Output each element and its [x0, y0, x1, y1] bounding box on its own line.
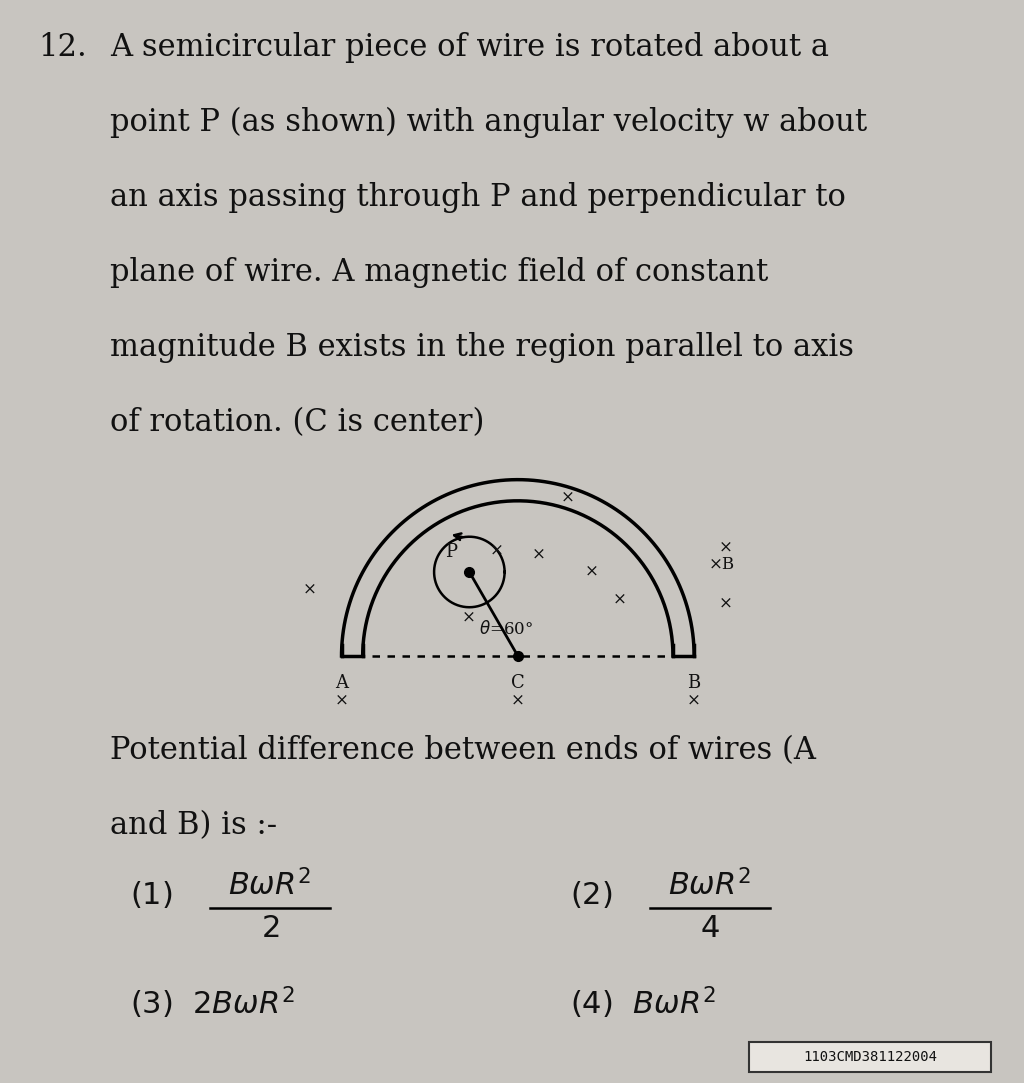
Text: ×: × [719, 595, 733, 612]
Text: $(3)$  $2B\omega R^2$: $(3)$ $2B\omega R^2$ [130, 986, 295, 1021]
Text: $\theta$=60°: $\theta$=60° [479, 621, 534, 638]
Text: ×: × [532, 545, 546, 562]
Text: $4$: $4$ [700, 913, 720, 944]
Text: ×: × [511, 692, 524, 708]
Text: $B\omega R^2$: $B\omega R^2$ [228, 870, 311, 902]
Text: Potential difference between ends of wires (A: Potential difference between ends of wir… [110, 735, 816, 766]
Text: $B\omega R^2$: $B\omega R^2$ [669, 870, 752, 902]
Text: ×B: ×B [709, 556, 734, 573]
Text: B: B [687, 674, 700, 692]
Text: $(2)$: $(2)$ [570, 880, 612, 911]
Text: A: A [335, 674, 348, 692]
Text: ×: × [613, 591, 627, 608]
FancyBboxPatch shape [749, 1042, 991, 1072]
Text: $(1)$: $(1)$ [130, 880, 173, 911]
Text: ×: × [335, 692, 348, 708]
Text: ×: × [687, 692, 701, 708]
Text: 12.: 12. [38, 32, 87, 63]
Text: and B) is :-: and B) is :- [110, 810, 278, 841]
Text: magnitude B exists in the region parallel to axis: magnitude B exists in the region paralle… [110, 332, 854, 363]
Text: point P (as shown) with angular velocity w about: point P (as shown) with angular velocity… [110, 107, 867, 139]
Text: 1103CMD381122004: 1103CMD381122004 [803, 1051, 937, 1064]
Text: P: P [445, 544, 457, 561]
Text: of rotation. (C is center): of rotation. (C is center) [110, 407, 484, 438]
Text: $2$: $2$ [261, 913, 280, 944]
Text: an axis passing through P and perpendicular to: an axis passing through P and perpendicu… [110, 182, 846, 213]
Text: ×: × [303, 580, 316, 598]
Text: ×: × [719, 538, 733, 556]
Text: ×: × [462, 609, 475, 626]
Text: C: C [511, 674, 524, 692]
Text: ×: × [489, 542, 504, 559]
Text: ×: × [560, 488, 574, 506]
Text: ×: × [585, 563, 599, 579]
Text: $(4)$  $B\omega R^2$: $(4)$ $B\omega R^2$ [570, 986, 716, 1021]
Text: plane of wire. A magnetic field of constant: plane of wire. A magnetic field of const… [110, 257, 768, 288]
Text: A semicircular piece of wire is rotated about a: A semicircular piece of wire is rotated … [110, 32, 829, 63]
